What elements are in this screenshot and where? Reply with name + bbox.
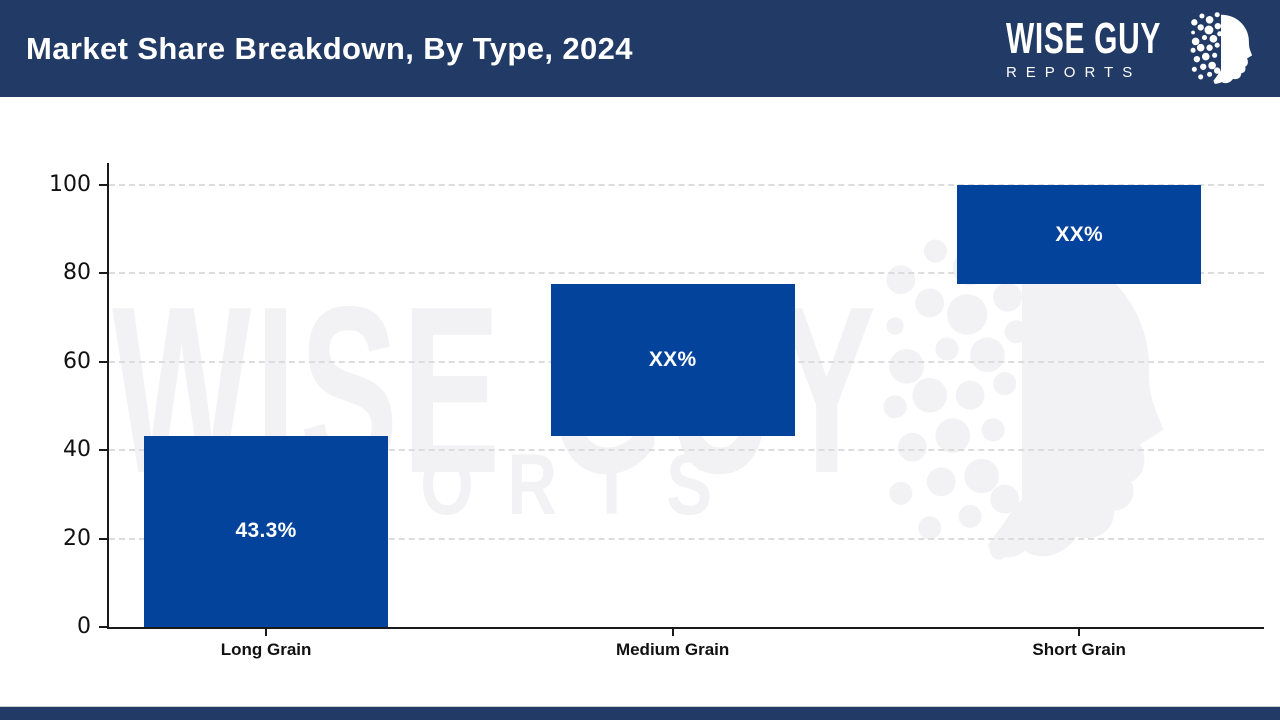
head-profile-dots-icon [1190, 11, 1253, 84]
bar-long-grain: 43.3% [144, 435, 389, 627]
bar-value-label: 43.3% [235, 519, 297, 543]
gridline [109, 449, 1264, 452]
gridline [109, 272, 1264, 275]
y-axis-tick [99, 449, 107, 452]
bar-medium-grain: XX% [550, 284, 795, 436]
y-axis-tick-label: 80 [63, 260, 91, 286]
page-title: Market Share Breakdown, By Type, 2024 [26, 30, 633, 66]
x-axis-category-label: Long Grain [220, 640, 312, 659]
x-axis-tick [1078, 629, 1081, 636]
footer-bar [0, 706, 1280, 720]
header-bar: Market Share Breakdown, By Type, 2024 WI… [0, 0, 1280, 97]
y-axis-tick-label: 20 [63, 525, 91, 551]
y-axis-tick-label: 60 [63, 348, 91, 374]
brand-logo: WISE GUY REPORTS [1006, 9, 1254, 89]
y-axis-tick [99, 537, 107, 540]
y-axis-tick [99, 360, 107, 363]
y-axis-tick-label: 0 [77, 614, 91, 639]
bar-value-label: XX% [648, 348, 697, 372]
brand-name: WISE GUY [1005, 13, 1162, 63]
x-axis-category-label: Short Grain [1032, 640, 1126, 659]
bar-value-label: XX% [1055, 222, 1103, 246]
x-axis-tick [671, 629, 674, 636]
plot-area: 0 20 40 60 80 100 43.3% Long Grain XX% Medium Gra… [49, 163, 1264, 659]
y-axis-tick [99, 184, 107, 186]
brand-logo-text: WISE GUY REPORTS [1005, 13, 1234, 81]
gridline [109, 184, 1264, 186]
gridline [109, 537, 1264, 540]
y-axis-tick-label: 100 [49, 172, 91, 197]
brand-subtitle: REPORTS [1005, 63, 1142, 81]
y-axis-tick-label: 40 [63, 437, 91, 463]
x-axis-category-label: Medium Grain [615, 640, 730, 659]
x-axis-tick [265, 629, 268, 636]
y-axis-tick [99, 272, 107, 275]
bar-short-grain: XX% [957, 185, 1202, 285]
y-axis-tick [99, 626, 107, 628]
